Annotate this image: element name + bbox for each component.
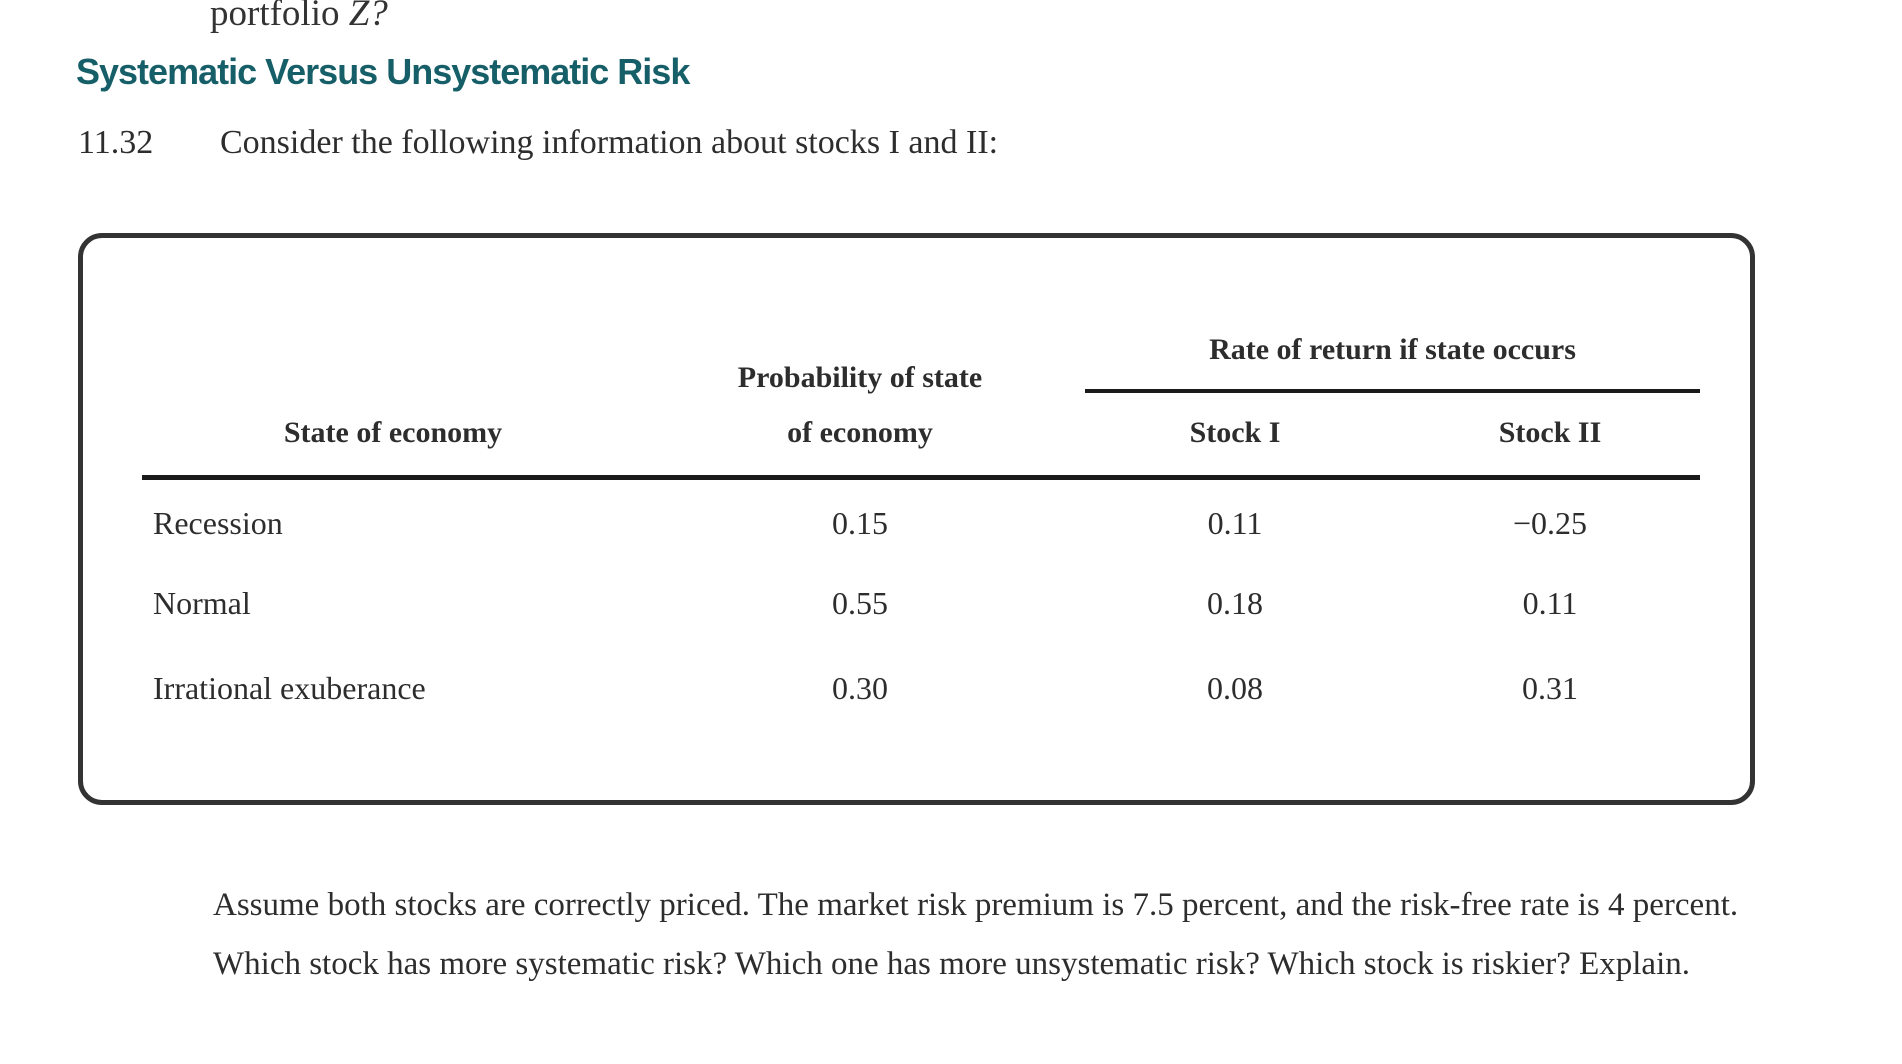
fragment-variable: Z? bbox=[348, 0, 388, 34]
cell-stock2: 0.11 bbox=[1522, 585, 1578, 621]
column-header-stock1: Stock I bbox=[1189, 416, 1281, 449]
problem-intro-text: Consider the following information about… bbox=[220, 124, 999, 161]
cell-stock1: 0.11 bbox=[1207, 505, 1263, 541]
probability-header-line1: Probability of state bbox=[737, 361, 983, 394]
column-header-state: State of economy bbox=[283, 416, 503, 449]
cell-probability: 0.15 bbox=[832, 505, 888, 541]
cell-stock1: 0.18 bbox=[1207, 585, 1263, 621]
section-heading: Systematic Versus Unsystematic Risk bbox=[76, 51, 690, 92]
table-row-recession: Recession 0.15 0.11 −0.25 bbox=[83, 503, 1750, 543]
table-header-rule bbox=[142, 475, 1700, 480]
problem-statement-line: 11.32 Consider the following information … bbox=[78, 123, 998, 163]
cell-stock1: 0.08 bbox=[1207, 670, 1263, 706]
cell-stock2: 0.31 bbox=[1522, 670, 1578, 706]
table-row-normal: Normal 0.55 0.18 0.11 bbox=[83, 583, 1750, 623]
table-spanner-header: Rate of return if state occurs bbox=[1209, 333, 1576, 366]
probability-header-line2: of economy bbox=[787, 416, 933, 449]
fragment-text: portfolio bbox=[210, 0, 349, 34]
previous-problem-fragment: portfolio Z? bbox=[210, 0, 388, 36]
cell-stock2: −0.25 bbox=[1512, 505, 1588, 541]
cell-probability: 0.30 bbox=[832, 670, 888, 706]
spanner-underline-rule bbox=[1085, 389, 1700, 393]
cell-probability: 0.55 bbox=[832, 585, 888, 621]
stock-info-table-box: Rate of return if state occurs Probabili… bbox=[78, 233, 1755, 805]
column-header-probability: Probability of state of economy bbox=[660, 350, 1060, 460]
column-header-stock2: Stock II bbox=[1498, 416, 1602, 449]
cell-state: Irrational exuberance bbox=[153, 670, 426, 706]
problem-number: 11.32 bbox=[78, 124, 154, 161]
cell-state: Recession bbox=[153, 505, 283, 541]
table-row-irrational-exuberance: Irrational exuberance 0.30 0.08 0.31 bbox=[83, 668, 1750, 708]
cell-state: Normal bbox=[153, 585, 251, 621]
closing-paragraph: Assume both stocks are correctly priced.… bbox=[213, 887, 1739, 982]
